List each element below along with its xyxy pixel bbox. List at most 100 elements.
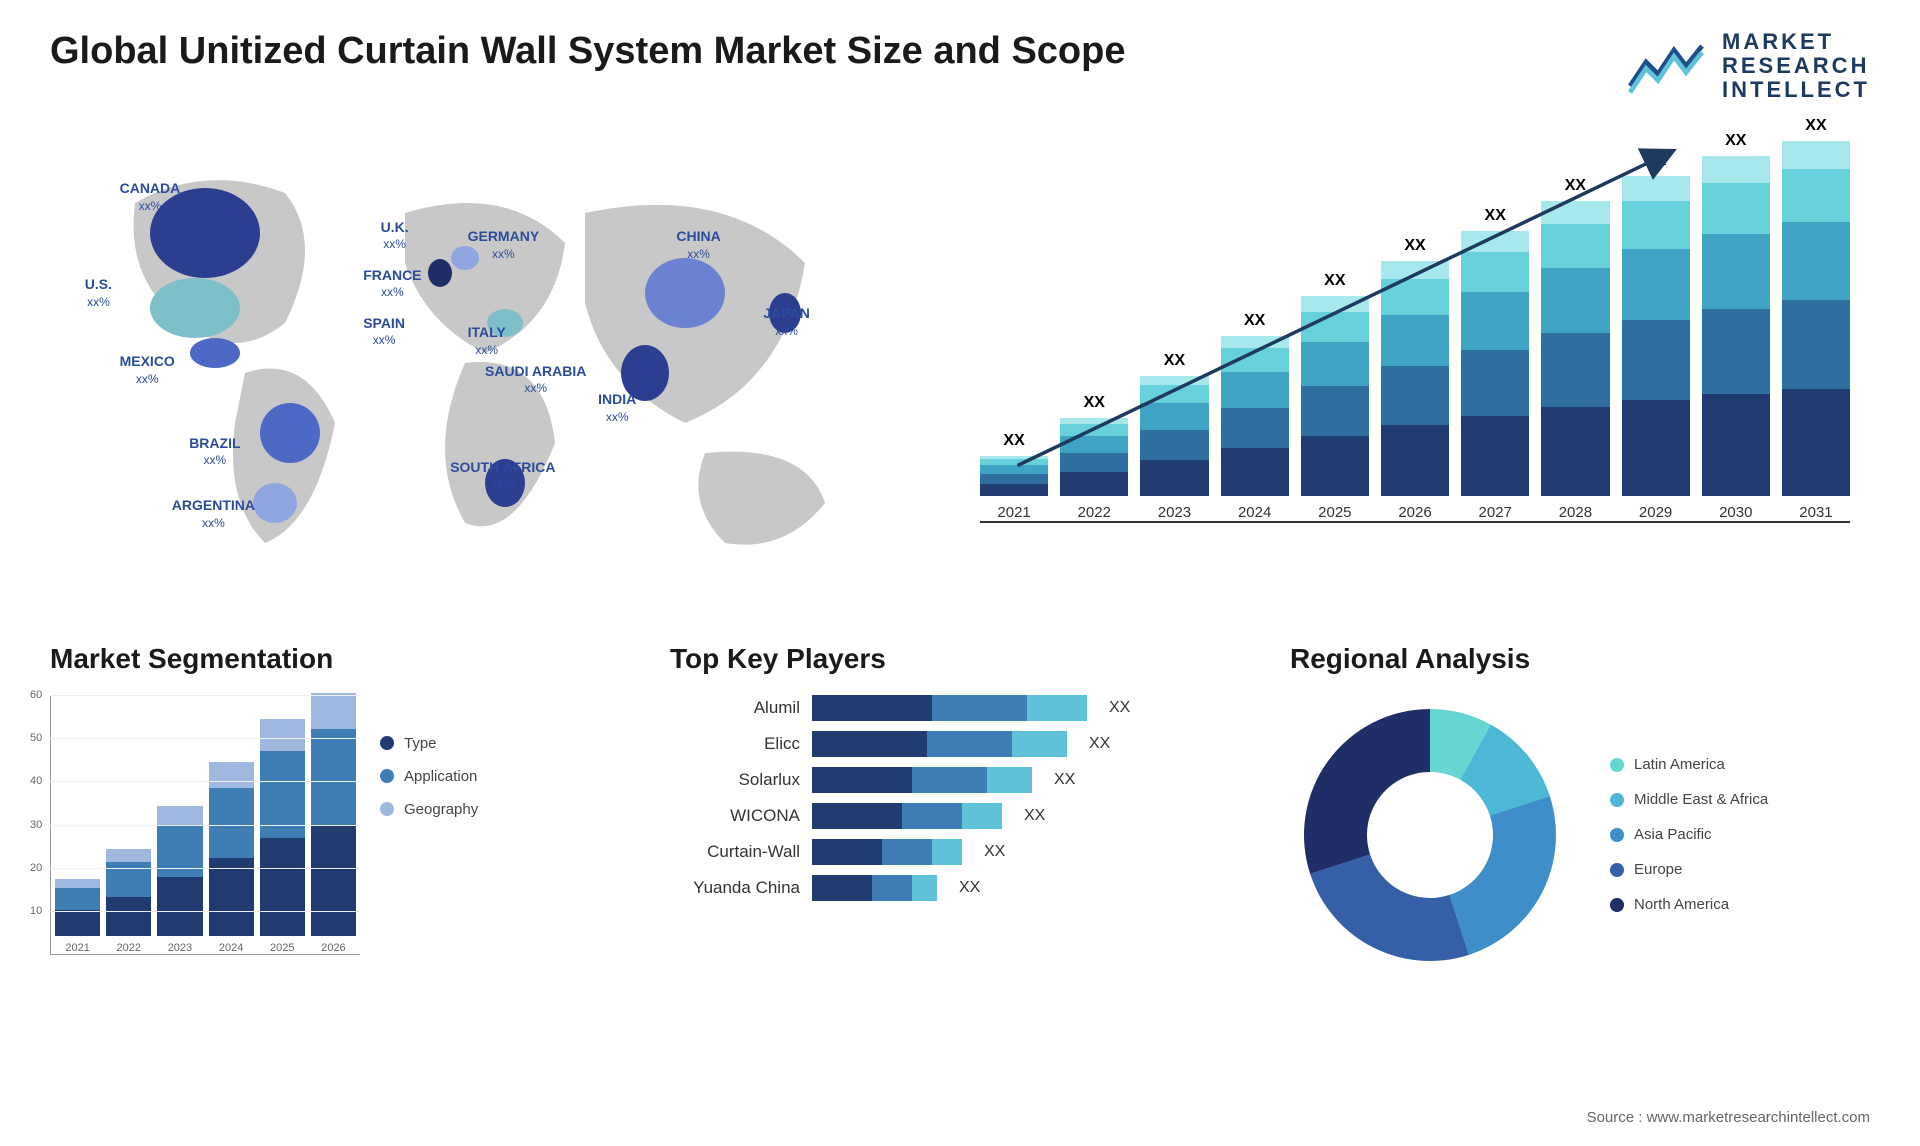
growth-year: 2031 — [1799, 504, 1832, 521]
growth-bar — [1221, 336, 1289, 496]
seg-legend-item: Application — [380, 768, 478, 785]
map-label: BRAZILxx% — [189, 435, 240, 469]
player-row: EliccXX — [670, 731, 1250, 757]
player-name: WICONA — [670, 806, 800, 826]
map-label: MEXICOxx% — [120, 353, 175, 387]
growth-bar-col: XX 2023 — [1140, 352, 1208, 521]
seg-ytick: 10 — [30, 905, 42, 917]
player-bar — [812, 803, 1002, 829]
source-text: Source : www.marketresearchintellect.com — [1587, 1109, 1870, 1126]
seg-bar-col: 2023 — [157, 806, 202, 954]
growth-bar — [1622, 176, 1690, 496]
player-value: XX — [1109, 699, 1130, 717]
regional-legend-item: Asia Pacific — [1610, 826, 1768, 843]
donut-slice — [1449, 796, 1556, 955]
legend-dot-icon — [1610, 863, 1624, 877]
growth-bar-col: XX 2021 — [980, 432, 1048, 521]
player-name: Curtain-Wall — [670, 842, 800, 862]
player-name: Yuanda China — [670, 878, 800, 898]
legend-dot-icon — [380, 802, 394, 816]
logo-text-2: RESEARCH — [1722, 54, 1870, 78]
growth-value: XX — [1565, 177, 1586, 195]
growth-bar — [1060, 418, 1128, 496]
player-name: Alumil — [670, 698, 800, 718]
seg-ytick: 40 — [30, 775, 42, 787]
player-name: Solarlux — [670, 770, 800, 790]
player-row: Curtain-Wall XX — [670, 839, 1250, 865]
map-label: SPAINxx% — [363, 315, 405, 349]
legend-dot-icon — [380, 736, 394, 750]
legend-dot-icon — [1610, 898, 1624, 912]
growth-year: 2025 — [1318, 504, 1351, 521]
player-row: SolarluxXX — [670, 767, 1250, 793]
growth-value: XX — [1003, 432, 1024, 450]
player-value: XX — [959, 879, 980, 897]
player-value: XX — [1089, 735, 1110, 753]
map-label: CANADAxx% — [120, 180, 181, 214]
growth-bar-col: XX2031 — [1782, 117, 1850, 521]
growth-value: XX — [1485, 207, 1506, 225]
seg-bar-col: 2022 — [106, 849, 151, 954]
segmentation-title: Market Segmentation — [50, 643, 630, 675]
map-label: SOUTH AFRICAxx% — [450, 459, 555, 493]
seg-year: 2024 — [219, 942, 243, 954]
player-bar — [812, 875, 937, 901]
legend-dot-icon — [1610, 828, 1624, 842]
seg-year: 2026 — [321, 942, 345, 954]
legend-dot-icon — [1610, 758, 1624, 772]
regional-title: Regional Analysis — [1290, 643, 1870, 675]
growth-bar — [1140, 376, 1208, 496]
growth-bar — [1381, 261, 1449, 496]
world-map: CANADAxx% U.S.xx% MEXICOxx% BRAZILxx% ARGENT… — [50, 123, 920, 603]
seg-bar — [260, 719, 305, 936]
player-value: XX — [984, 843, 1005, 861]
map-label: JAPANxx% — [763, 305, 809, 339]
map-label: ARGENTINAxx% — [172, 497, 255, 531]
growth-year: 2023 — [1158, 504, 1191, 521]
player-bar — [812, 839, 962, 865]
players-title: Top Key Players — [670, 643, 1250, 675]
growth-value: XX — [1084, 394, 1105, 412]
growth-bar-col: XX2029 — [1622, 152, 1690, 521]
seg-ytick: 50 — [30, 732, 42, 744]
page-title: Global Unitized Curtain Wall System Mark… — [50, 30, 1126, 73]
growth-bar-chart: XX2021XX2022XX2023XX2024XX2025XX2026XX20… — [960, 123, 1870, 603]
regional-legend-item: Latin America — [1610, 756, 1768, 773]
seg-ytick: 20 — [30, 862, 42, 874]
map-label: SAUDI ARABIAxx% — [485, 363, 586, 397]
growth-value: XX — [1164, 352, 1185, 370]
growth-value: XX — [1324, 272, 1345, 290]
growth-year: 2027 — [1479, 504, 1512, 521]
seg-bar — [55, 879, 100, 935]
growth-bar — [1541, 201, 1609, 496]
growth-bar-col: XX2024 — [1221, 312, 1289, 521]
logo-mark-icon — [1626, 36, 1706, 96]
growth-bar — [1461, 231, 1529, 496]
map-label: CHINAxx% — [676, 228, 720, 262]
seg-bar-col: 2021 — [55, 879, 100, 953]
growth-bar-col: XX 2025 — [1301, 272, 1369, 521]
player-bar — [812, 767, 1032, 793]
regional-legend-item: North America — [1610, 896, 1768, 913]
segmentation-panel: Market Segmentation 102030405060 2021202… — [50, 643, 630, 985]
brand-logo: MARKET RESEARCH INTELLECT — [1626, 30, 1870, 103]
growth-year: 2030 — [1719, 504, 1752, 521]
player-value: XX — [1024, 807, 1045, 825]
growth-bar-col: XX2022 — [1060, 394, 1128, 521]
seg-bar-col: 2024 — [209, 762, 254, 953]
legend-dot-icon — [1610, 793, 1624, 807]
regional-legend-item: Europe — [1610, 861, 1768, 878]
growth-bar — [1301, 296, 1369, 496]
growth-bar-col: XX2026 — [1381, 237, 1449, 521]
growth-year: 2026 — [1398, 504, 1431, 521]
seg-year: 2025 — [270, 942, 294, 954]
growth-year: 2021 — [997, 504, 1030, 521]
growth-year: 2024 — [1238, 504, 1271, 521]
growth-value: XX — [1645, 152, 1666, 170]
growth-bar-col: XX2030 — [1702, 132, 1770, 521]
map-label: U.S.xx% — [85, 276, 112, 310]
seg-bar — [106, 849, 151, 936]
regional-legend-item: Middle East & Africa — [1610, 791, 1768, 808]
map-label: ITALYxx% — [468, 324, 506, 358]
donut-slice — [1310, 854, 1469, 961]
